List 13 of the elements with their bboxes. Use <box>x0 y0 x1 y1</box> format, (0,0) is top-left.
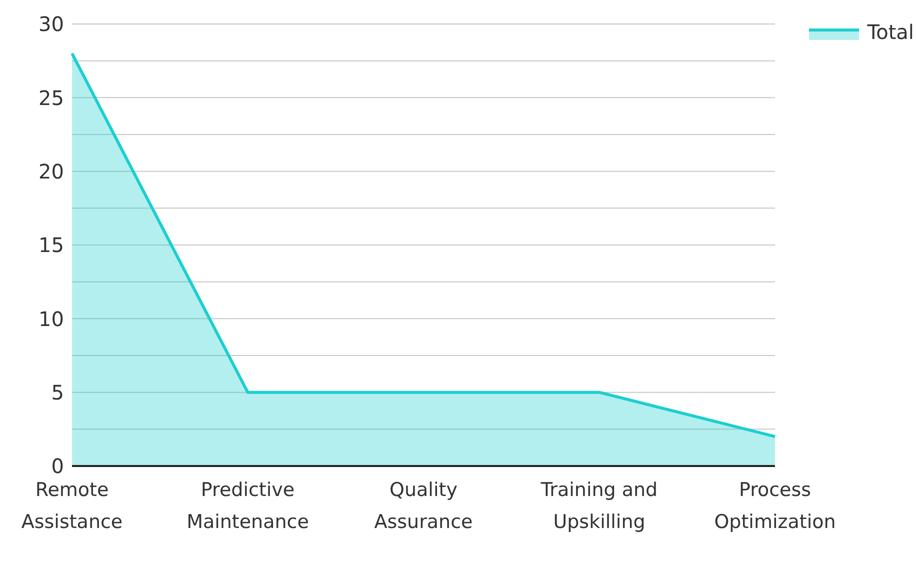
y-tick-label: 30 <box>38 12 64 36</box>
legend-label: Total <box>867 20 914 44</box>
y-tick-label: 20 <box>38 159 64 184</box>
x-tick-label: Training and Upskilling <box>540 479 658 533</box>
x-tick-label: Quality Assurance <box>374 479 473 533</box>
y-tick-label: 0 <box>51 454 64 478</box>
x-tick-label: Process Optimization <box>714 479 836 533</box>
x-tick-label: Predictive Maintenance <box>186 479 309 533</box>
y-tick-label: 15 <box>38 233 64 258</box>
y-tick-label: 10 <box>38 306 64 331</box>
x-tick-label: Remote Assistance <box>21 479 123 533</box>
y-tick-label: 25 <box>38 86 64 110</box>
y-tick-label: 5 <box>51 380 64 404</box>
